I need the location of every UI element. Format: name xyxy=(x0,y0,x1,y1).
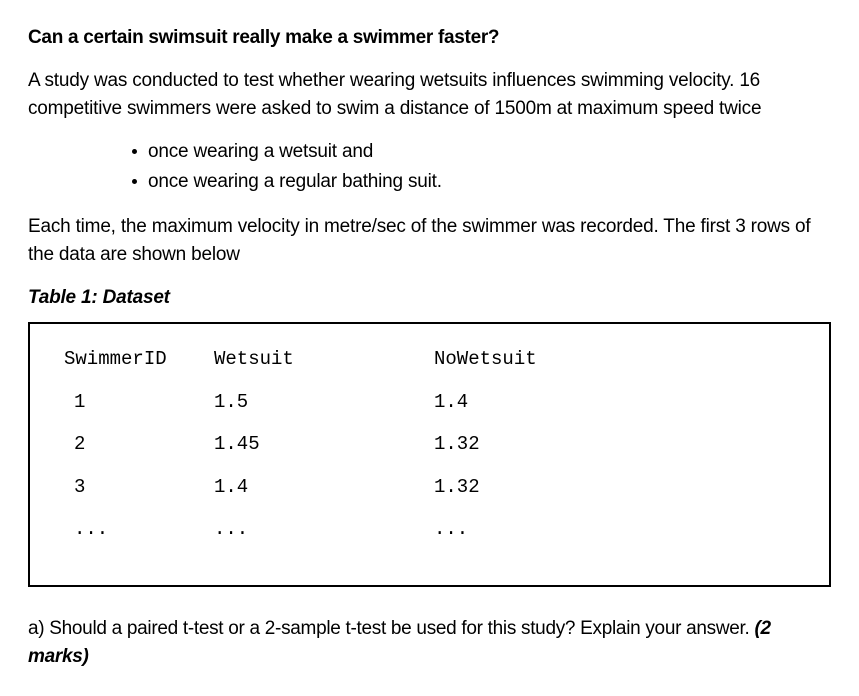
table-row: 1 1.5 1.4 xyxy=(64,381,795,424)
table-cell: 1.32 xyxy=(434,423,795,466)
intro-paragraph: A study was conducted to test whether we… xyxy=(28,67,831,124)
question-text: a) Should a paired t-test or a 2-sample … xyxy=(28,618,754,639)
page-title: Can a certain swimsuit really make a swi… xyxy=(28,24,831,53)
question-a: a) Should a paired t-test or a 2-sample … xyxy=(28,615,831,672)
table-cell: ... xyxy=(214,508,434,551)
table-header-cell: SwimmerID xyxy=(64,338,214,381)
table-header-cell: NoWetsuit xyxy=(434,338,795,381)
table-row: 2 1.45 1.32 xyxy=(64,423,795,466)
table-cell: 1.45 xyxy=(214,423,434,466)
table-cell: ... xyxy=(434,508,795,551)
data-table-container: SwimmerID Wetsuit NoWetsuit 1 1.5 1.4 2 … xyxy=(28,322,831,587)
table-cell: 1 xyxy=(64,381,214,424)
data-table: SwimmerID Wetsuit NoWetsuit 1 1.5 1.4 2 … xyxy=(64,338,795,551)
table-cell: 1.4 xyxy=(214,466,434,509)
table-row: 3 1.4 1.32 xyxy=(64,466,795,509)
method-paragraph: Each time, the maximum velocity in metre… xyxy=(28,213,831,270)
table-cell: 2 xyxy=(64,423,214,466)
table-cell: 1.4 xyxy=(434,381,795,424)
list-item: once wearing a regular bathing suit. xyxy=(148,168,831,197)
table-row: ... ... ... xyxy=(64,508,795,551)
table-header-row: SwimmerID Wetsuit NoWetsuit xyxy=(64,338,795,381)
table-header-cell: Wetsuit xyxy=(214,338,434,381)
list-item: once wearing a wetsuit and xyxy=(148,138,831,167)
table-cell: 1.32 xyxy=(434,466,795,509)
table-caption: Table 1: Dataset xyxy=(28,284,831,313)
table-cell: 3 xyxy=(64,466,214,509)
table-cell: 1.5 xyxy=(214,381,434,424)
conditions-list: once wearing a wetsuit and once wearing … xyxy=(28,138,831,197)
table-cell: ... xyxy=(64,508,214,551)
